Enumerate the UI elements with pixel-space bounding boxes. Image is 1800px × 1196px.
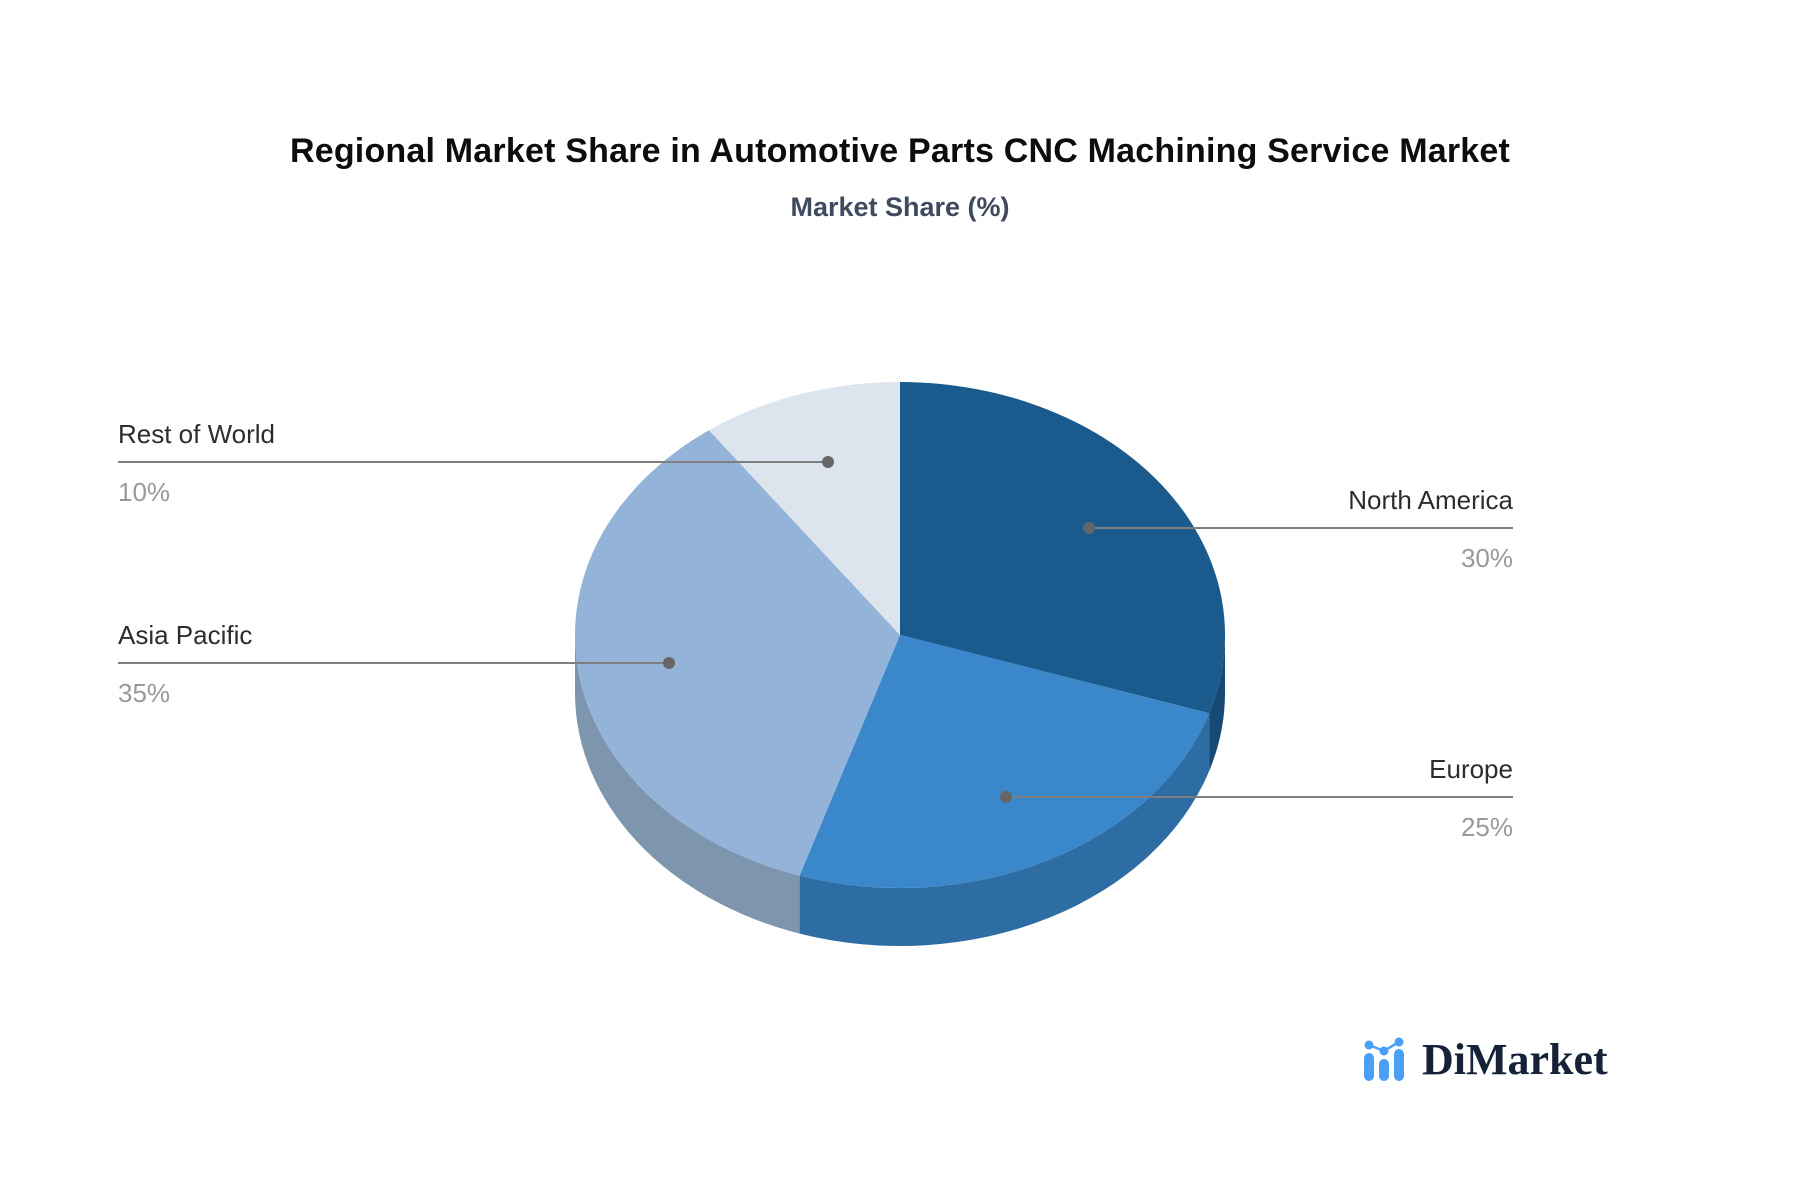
chart-subtitle: Market Share (%) (790, 192, 1010, 222)
slice-label: Europe (1429, 754, 1513, 785)
pie-slice-asia-pacific (575, 430, 900, 876)
pie-slice-north-america (900, 382, 1226, 714)
leader-line (1000, 791, 1513, 804)
slice-label: Asia Pacific (118, 620, 253, 651)
slice-percent: 35% (118, 678, 171, 709)
logo-text: DiMarket (1422, 1035, 1608, 1084)
slice-percent: 30% (1460, 542, 1513, 573)
pie-side-north-america (1209, 635, 1225, 772)
pie-side-europe (799, 713, 1210, 946)
callout-north-america: North America 30% (1083, 483, 1513, 575)
leader-dot (1000, 791, 1013, 804)
leader-dot (821, 455, 834, 468)
leader-dot (1083, 521, 1096, 534)
leader-line (118, 455, 834, 468)
dimarket-logo: DiMarket (1362, 1034, 1608, 1086)
bar-line-chart-icon (1364, 1037, 1404, 1081)
pie-side-asia-pacific (575, 635, 800, 934)
slice-percent: 10% (118, 476, 171, 507)
leader-dot (662, 657, 675, 670)
slice-label: North America (1348, 484, 1513, 515)
pie-slice-rest-of-world (709, 382, 900, 635)
slice-label: Rest of World (118, 418, 276, 449)
pie-slice-europe (799, 635, 1210, 888)
callout-europe: Europe 25% (1000, 752, 1513, 844)
callout-asia-pacific: Asia Pacific 35% (118, 618, 675, 710)
callout-rest-of-world: Rest of World 10% (118, 417, 834, 509)
leader-line (118, 657, 675, 670)
chart-title: Regional Market Share in Automotive Part… (289, 132, 1511, 170)
leader-line (1083, 521, 1513, 534)
slice-percent: 25% (1460, 812, 1513, 843)
